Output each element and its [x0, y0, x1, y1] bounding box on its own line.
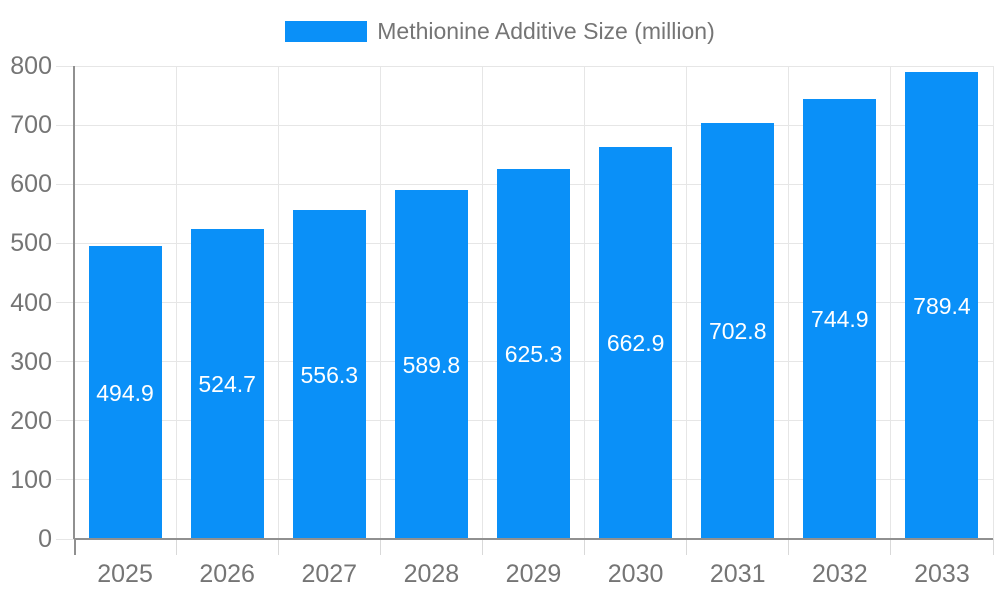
- gridline-vertical: [686, 66, 688, 539]
- gridline-vertical: [175, 66, 177, 539]
- x-axis-tick: [992, 539, 994, 555]
- x-tick-label: 2025: [97, 560, 153, 588]
- x-tick-label: 2028: [403, 560, 460, 588]
- bar-value-label: 625.3: [504, 341, 563, 368]
- y-axis-tick: [56, 242, 74, 244]
- y-tick-label: 400: [10, 288, 52, 317]
- y-axis-tick: [56, 183, 74, 185]
- x-axis-tick: [277, 539, 279, 555]
- gridline-vertical: [481, 66, 483, 539]
- bar-value-label: 702.8: [708, 318, 767, 345]
- y-axis-tick: [56, 124, 74, 126]
- bar-2032[interactable]: [803, 98, 877, 539]
- bar-2033[interactable]: [905, 72, 979, 539]
- y-tick-label: 700: [10, 111, 52, 140]
- legend-label: Methionine Additive Size (million): [377, 18, 715, 44]
- gridline-horizontal: [74, 65, 993, 67]
- legend-swatch: [285, 20, 368, 42]
- x-axis-tick: [175, 539, 177, 555]
- bar-2031[interactable]: [701, 123, 775, 539]
- y-tick-label: 300: [10, 347, 52, 376]
- x-tick-label: 2030: [607, 560, 664, 588]
- bar-value-label: 589.8: [402, 351, 461, 378]
- y-axis-tick: [56, 65, 74, 67]
- x-tick-label: 2027: [301, 560, 358, 588]
- x-axis-tick: [788, 539, 790, 555]
- y-axis-tick: [56, 420, 74, 422]
- x-axis-line: [74, 538, 993, 540]
- y-tick-label: 0: [38, 525, 52, 553]
- bar-value-label: 744.9: [811, 305, 869, 332]
- gridline-vertical: [890, 66, 892, 539]
- x-axis-tick: [890, 539, 892, 555]
- gridline-vertical: [788, 66, 790, 539]
- y-axis-tick: [56, 302, 74, 303]
- x-axis-tick: [481, 539, 483, 555]
- y-axis-tick: [56, 479, 74, 481]
- bar-value-label: 789.4: [913, 292, 971, 319]
- gridline-vertical: [992, 66, 994, 539]
- gridline-vertical: [584, 66, 586, 539]
- x-axis-tick: [584, 539, 586, 555]
- y-axis-tick: [56, 361, 74, 363]
- bar-2027[interactable]: [292, 210, 366, 539]
- y-tick-label: 500: [10, 229, 52, 258]
- y-tick-label: 800: [10, 52, 52, 80]
- bar-2030[interactable]: [599, 147, 673, 539]
- x-tick-label: 2033: [914, 560, 970, 588]
- bar-value-label: 662.9: [606, 330, 665, 357]
- bar-2028[interactable]: [394, 190, 468, 539]
- x-axis-tick: [686, 539, 688, 555]
- y-tick-label: 100: [10, 465, 52, 494]
- legend-item[interactable]: Methionine Additive Size (million): [0, 18, 1000, 44]
- y-axis-tick: [56, 538, 74, 540]
- x-tick-label: 2031: [709, 560, 766, 588]
- x-axis-tick: [73, 539, 76, 555]
- x-tick-label: 2026: [199, 560, 255, 588]
- gridline-horizontal: [74, 124, 993, 126]
- bar-value-label: 494.9: [96, 379, 154, 406]
- bar-value-label: 524.7: [198, 370, 256, 397]
- y-tick-label: 600: [10, 170, 52, 199]
- y-tick-label: 200: [10, 406, 52, 435]
- gridline-vertical: [379, 66, 381, 539]
- bar-2029[interactable]: [497, 169, 570, 539]
- x-tick-label: 2029: [505, 560, 562, 588]
- bar-2026[interactable]: [190, 228, 264, 539]
- bar-value-label: 556.3: [300, 361, 359, 388]
- gridline-vertical: [277, 66, 279, 539]
- y-axis-line: [73, 66, 75, 539]
- bar-2025[interactable]: [88, 246, 162, 539]
- x-axis-tick: [379, 539, 381, 555]
- x-tick-label: 2032: [812, 560, 868, 588]
